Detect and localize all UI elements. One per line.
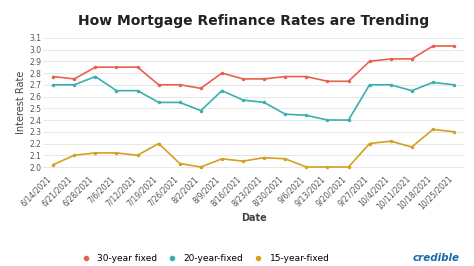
Legend: 30-year fixed, 20-year-fixed, 15-year-fixed: 30-year fixed, 20-year-fixed, 15-year-fi… <box>73 251 333 266</box>
X-axis label: Date: Date <box>241 213 266 223</box>
Text: credible: credible <box>413 253 460 263</box>
Title: How Mortgage Refinance Rates are Trending: How Mortgage Refinance Rates are Trendin… <box>78 14 429 28</box>
Y-axis label: Interest Rate: Interest Rate <box>17 71 27 134</box>
